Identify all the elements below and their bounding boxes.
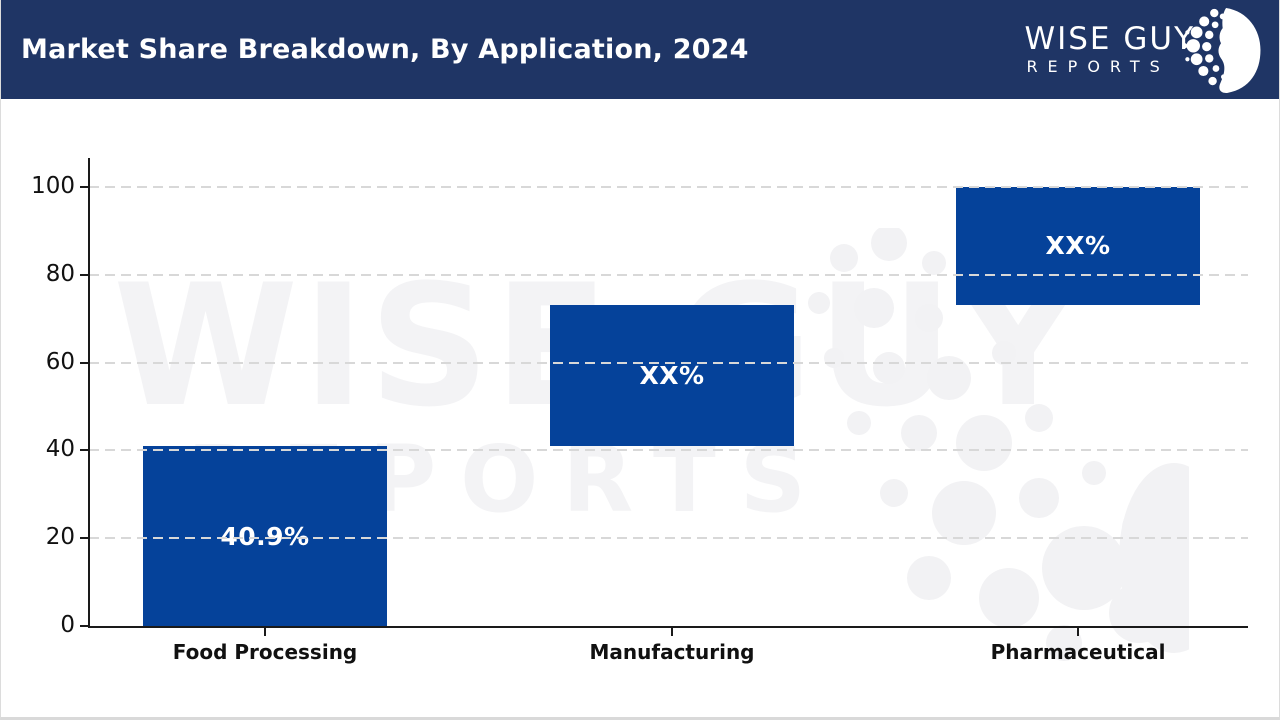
bar-value-label: XX% [1045,231,1111,261]
gridline-60 [89,361,1248,364]
header: Market Share Breakdown, By Application, … [1,0,1279,99]
y-tick-mark [80,273,90,276]
logo-face-icon [1182,7,1261,93]
y-tick-label: 20 [45,524,75,551]
gridline-80 [89,273,1248,276]
x-axis-label: Pharmaceutical [990,640,1166,664]
gridline-40 [89,449,1248,452]
x-tick-mark [264,627,266,636]
bar-value-label: 40.9% [220,521,310,551]
y-tick-mark [80,537,90,540]
page-title: Market Share Breakdown, By Application, … [21,34,749,65]
gridline-20 [89,537,1248,540]
x-tick-mark [1077,627,1079,636]
y-tick-mark [80,361,90,364]
x-tick-mark [671,627,673,636]
y-tick-mark [80,625,90,627]
logo-wordmark: WISE GUY [1024,21,1195,57]
bar-pharmaceutical: XX% [956,187,1200,305]
x-axis-label: Food Processing [172,640,358,664]
logo-subtext: REPORTS [1026,57,1170,76]
bar-value-label: XX% [639,361,705,391]
x-axis-label: Manufacturing [589,640,755,664]
y-tick-label: 0 [60,612,75,638]
watermark-dots-icon [808,228,1189,661]
x-axis-line [88,626,1248,628]
gridline-100 [89,186,1248,188]
wise-guy-logo: WISE GUY REPORTS [1024,6,1263,94]
logo-text: WISE GUY REPORTS [1024,24,1195,75]
y-tick-label: 100 [31,173,75,199]
y-tick-label: 60 [45,348,75,375]
bar-food-processing: 40.9% [143,446,387,626]
bar-manufacturing: XX% [550,304,794,447]
y-tick-mark [80,186,90,188]
y-tick-mark [80,449,90,452]
y-tick-label: 80 [45,260,75,287]
y-axis-line [88,158,90,628]
y-tick-label: 40 [45,436,75,463]
